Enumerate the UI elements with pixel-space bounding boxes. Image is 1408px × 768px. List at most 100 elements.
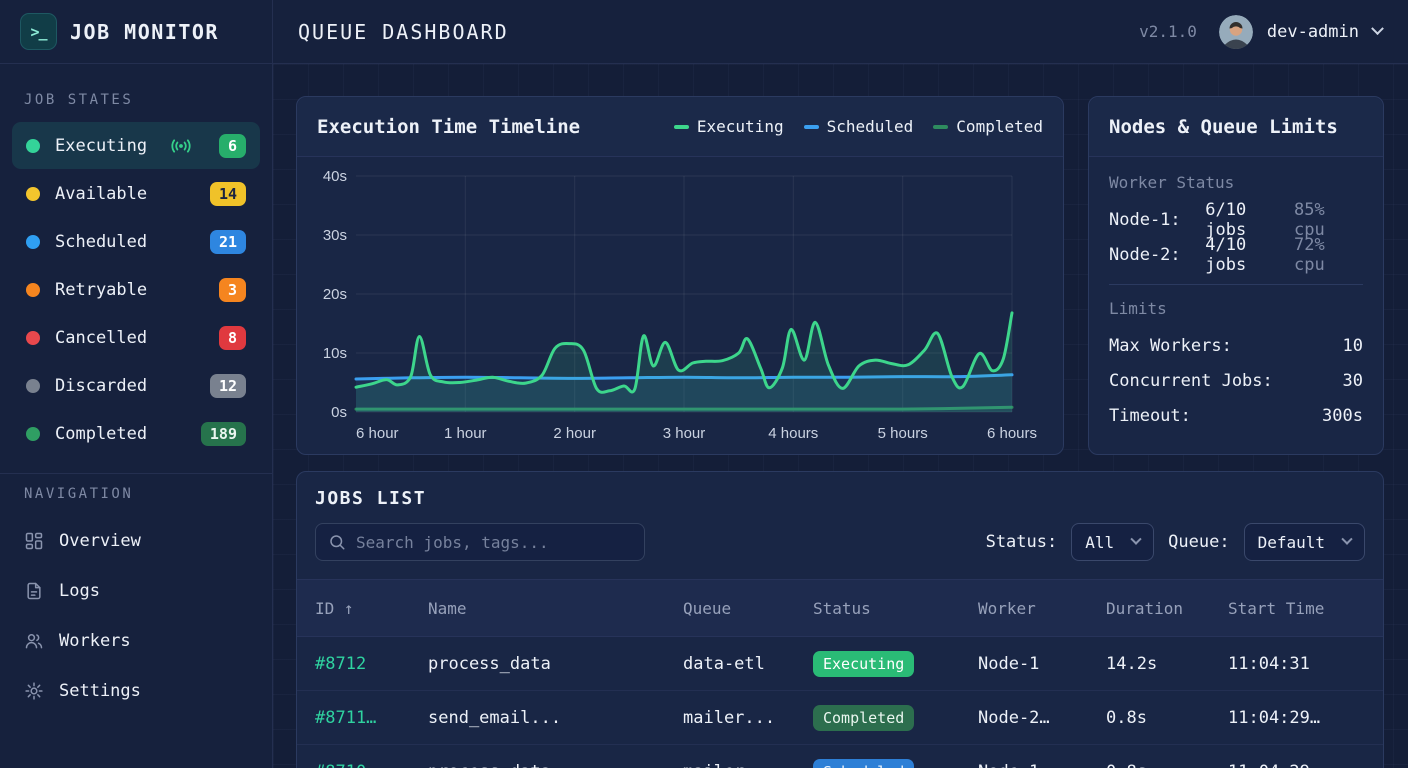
svg-text:0s: 0s: [331, 404, 347, 421]
sidebar-state-scheduled[interactable]: Scheduled 21: [12, 218, 260, 265]
job-status-cell: Scheduled: [813, 758, 978, 768]
nav-label: Settings: [59, 681, 141, 701]
nodes-limits-panel: Nodes & Queue Limits Worker Status Node-…: [1088, 96, 1384, 455]
jobs-list-panel: JOBS LIST Status: All Queue: D: [296, 471, 1384, 768]
nav-label: Workers: [59, 631, 131, 651]
job-status-cell: Completed: [813, 704, 978, 731]
state-count-badge: 189: [200, 421, 246, 446]
legend-label: Executing: [696, 117, 784, 136]
column-header-0[interactable]: ID ↑: [315, 598, 354, 618]
topbar-right: v2.1.0 dev-admin: [1139, 14, 1408, 49]
search-icon: [330, 535, 345, 550]
search-input[interactable]: [356, 532, 632, 552]
legend-swatch: [673, 124, 689, 129]
legend-swatch: [803, 124, 819, 129]
file-icon: [24, 581, 44, 601]
job-id-link[interactable]: #8710: [315, 762, 428, 768]
sidebar-nav-workers[interactable]: Workers: [0, 616, 272, 666]
sidebar-state-available[interactable]: Available 14: [12, 170, 260, 217]
state-count-badge: 6: [218, 133, 246, 158]
column-header-4: Worker: [978, 598, 1036, 618]
column-header-3: Status: [813, 598, 871, 618]
nav-label: Overview: [59, 531, 141, 551]
sidebar-nav-logs[interactable]: Logs: [0, 566, 272, 616]
sidebar-state-executing[interactable]: Executing 6: [12, 122, 260, 169]
svg-text:1 hour: 1 hour: [444, 425, 487, 442]
worker-jobs: 6/10 jobs: [1205, 199, 1247, 240]
jobs-list-title: JOBS LIST: [315, 488, 427, 509]
table-row[interactable]: #8712 process_data data-etl Executing No…: [297, 637, 1383, 691]
job-worker: Node-1: [978, 762, 1106, 768]
legend-item-completed[interactable]: Completed: [933, 117, 1043, 136]
sidebar-state-retryable[interactable]: Retryable 3: [12, 266, 260, 313]
queue-filter-select[interactable]: Default: [1243, 523, 1365, 561]
job-name: process_data: [428, 653, 551, 674]
sidebar-nav-overview[interactable]: Overview: [0, 516, 272, 566]
main-content: Execution Time Timeline Executing Schedu…: [273, 64, 1408, 768]
navigation-header: NAVIGATION: [24, 486, 134, 502]
live-pulse-icon: [171, 138, 191, 153]
status-filter-select[interactable]: All: [1071, 523, 1155, 561]
jobs-controls: Status: All Queue: Default: [315, 523, 1365, 561]
top-bar: >_ JOB MONITOR QUEUE DASHBOARD v2.1.0 de…: [0, 0, 1408, 64]
svg-text:20s: 20s: [323, 286, 347, 303]
users-icon: [24, 631, 44, 651]
legend-swatch: [933, 124, 949, 129]
limit-label: Max Workers:: [1109, 335, 1232, 356]
worker-status-list: Node-1: 6/10 jobs 85% cpu Node-2: 4/10 j…: [1109, 199, 1363, 275]
terminal-glyph: >_: [30, 22, 47, 41]
worker-status-row: Node-2: 4/10 jobs 72% cpu: [1109, 234, 1363, 275]
timeline-chart: 0s 10s 20s 30s 40s 6 hour 1 hour 2 hour 3 hour 4 …: [323, 168, 1037, 442]
table-row[interactable]: #8711… send_email... mailer... Completed…: [297, 691, 1383, 745]
sidebar-nav-settings[interactable]: Settings: [0, 666, 272, 716]
svg-text:6 hour: 6 hour: [356, 425, 399, 442]
legend-item-scheduled[interactable]: Scheduled: [803, 117, 913, 136]
svg-text:40s: 40s: [323, 168, 347, 185]
job-queue: data-etl: [683, 653, 765, 674]
jobs-table-body: #8712 process_data data-etl Executing No…: [297, 637, 1383, 768]
legend-label: Completed: [956, 117, 1043, 136]
job-status-cell: Executing: [813, 650, 978, 677]
svg-text:10s: 10s: [323, 345, 347, 362]
worker-jobs: 4/10 jobs: [1205, 234, 1247, 275]
job-id-link[interactable]: #8712: [315, 653, 367, 674]
job-name: send_email...: [428, 707, 562, 728]
version-label: v2.1.0: [1139, 22, 1197, 41]
table-row[interactable]: #8710 process_data mailer Scheduled Node…: [297, 745, 1383, 768]
job-duration: 0.8s: [1106, 707, 1147, 728]
chart-panel-header: Execution Time Timeline Executing Schedu…: [297, 97, 1063, 157]
legend-item-executing[interactable]: Executing: [673, 117, 784, 136]
worker-name: Node-1:: [1109, 209, 1181, 230]
limit-row: Timeout: 300s: [1109, 398, 1363, 433]
status-filter-label: Status:: [985, 532, 1058, 552]
chevron-down-icon: [1130, 533, 1142, 545]
avatar[interactable]: [1218, 14, 1253, 49]
state-color-dot: [26, 330, 40, 345]
app-title: JOB MONITOR: [70, 19, 219, 44]
job-id-link[interactable]: #8711…: [315, 707, 377, 728]
nodes-divider: [1109, 284, 1363, 285]
state-label: Retryable: [55, 279, 148, 300]
search-box[interactable]: [315, 523, 645, 561]
svg-text:2 hour: 2 hour: [553, 425, 596, 442]
terminal-logo-icon: >_: [20, 13, 57, 50]
user-menu[interactable]: dev-admin: [1266, 21, 1359, 42]
column-header-2: Queue: [683, 598, 732, 618]
worker-status-header: Worker Status: [1109, 173, 1235, 192]
column-header-1: Name: [428, 598, 467, 618]
limit-value: 300s: [1322, 405, 1363, 426]
status-badge: Completed: [813, 704, 915, 731]
sidebar-state-completed[interactable]: Completed 189: [12, 410, 260, 457]
job-start-time: 11:04:31: [1228, 653, 1310, 674]
state-count-badge: 21: [209, 229, 246, 254]
state-color-dot: [26, 186, 40, 201]
navigation-list: Overview Logs Workers Settings: [0, 516, 272, 716]
sidebar-divider: [0, 473, 272, 474]
sidebar-state-discarded[interactable]: Discarded 12: [12, 362, 260, 409]
svg-text:4 hours: 4 hours: [768, 425, 818, 442]
chevron-down-icon[interactable]: [1371, 22, 1384, 36]
sidebar-state-cancelled[interactable]: Cancelled 8: [12, 314, 260, 361]
limits-list: Max Workers: 10 Concurrent Jobs: 30 Time…: [1109, 328, 1363, 433]
worker-cpu: 85% cpu: [1294, 199, 1325, 240]
job-worker: Node-2…: [978, 707, 1050, 728]
